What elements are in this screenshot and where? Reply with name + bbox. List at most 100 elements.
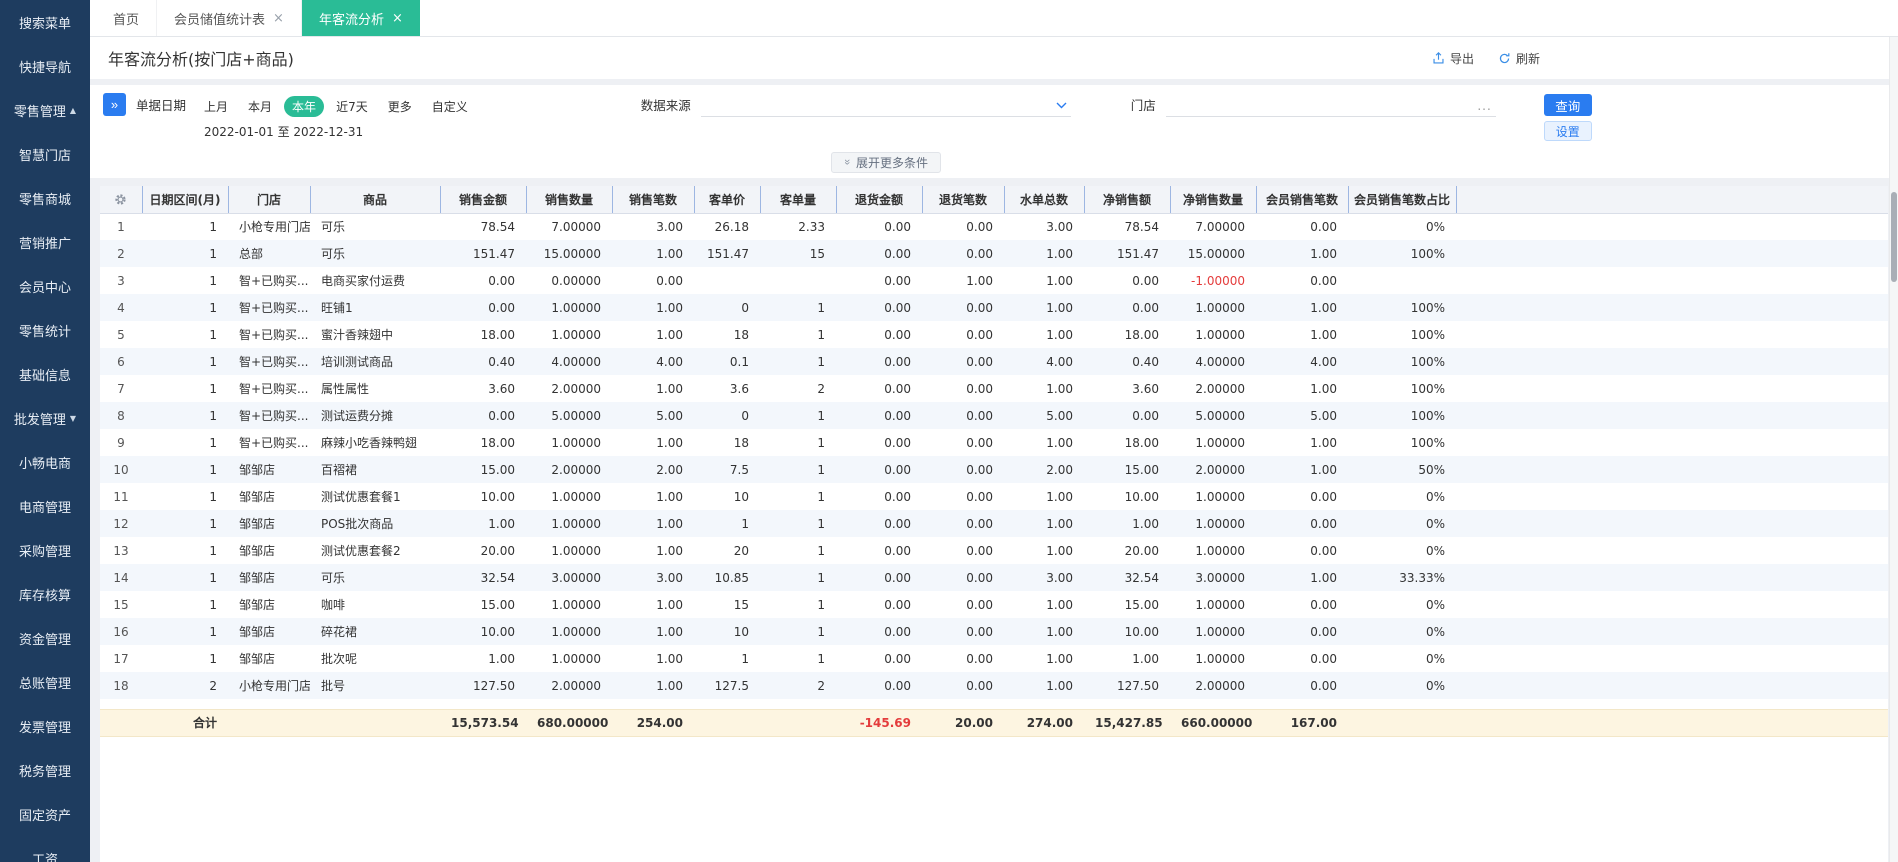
cell: 100% bbox=[1410, 354, 1445, 369]
sidebar-item[interactable]: 零售统计 bbox=[0, 308, 90, 352]
cell: 1.00 bbox=[1046, 624, 1073, 639]
cell: 邹邹店 bbox=[239, 517, 276, 531]
cell: 智+已购买... bbox=[239, 328, 309, 342]
cell: 33.33% bbox=[1399, 570, 1445, 585]
column-header[interactable]: 净销售额 bbox=[1083, 186, 1170, 214]
date-range-value[interactable]: 2022-01-01 至 2022-12-31 bbox=[204, 125, 364, 139]
scrollbar-thumb[interactable] bbox=[1891, 192, 1897, 282]
cell: 碎花裙 bbox=[321, 625, 358, 639]
column-header-filler bbox=[1455, 186, 1888, 214]
sidebar-item[interactable]: 固定资产 bbox=[0, 792, 90, 836]
sidebar-item[interactable]: 会员中心 bbox=[0, 264, 90, 308]
vertical-scrollbar[interactable] bbox=[1889, 37, 1898, 862]
sidebar-item[interactable]: 小畅电商 bbox=[0, 440, 90, 484]
table-row[interactable]: 15 1 邹邹店 咖啡 15.00 1.00000 1.00 15 1 0.00 0.00 1.00 1… bbox=[100, 591, 1888, 618]
sidebar-item[interactable]: 基础信息 bbox=[0, 352, 90, 396]
date-quick-option[interactable]: 上月 bbox=[204, 99, 229, 114]
sidebar-item[interactable]: 零售管理 ▲ bbox=[0, 88, 90, 132]
sidebar-item-label: 小畅电商 bbox=[18, 456, 71, 472]
cell: 3.00 bbox=[656, 570, 683, 585]
table-row[interactable]: 16 1 邹邹店 碎花裙 10.00 1.00000 1.00 10 1 0.00 0.00 1.00… bbox=[100, 618, 1888, 645]
table-row[interactable]: 5 1 智+已购买... 蜜汁香辣翅中 18.00 1.00000 1.00 18 1 0.00 0… bbox=[100, 321, 1888, 348]
cell: 1.00000 bbox=[551, 624, 601, 639]
cell-filler bbox=[1456, 618, 1888, 645]
column-header[interactable]: 日期区间(月) bbox=[141, 186, 228, 214]
column-header[interactable]: 水单总数 bbox=[1003, 186, 1084, 214]
date-quick-option[interactable]: 更多 bbox=[387, 99, 412, 114]
column-settings-header[interactable] bbox=[100, 186, 142, 214]
query-button[interactable]: 查询 bbox=[1543, 94, 1592, 116]
table-row[interactable]: 10 1 邹邹店 百褶裙 15.00 2.00000 2.00 7.5 1 0.00 0.00 2.0… bbox=[100, 456, 1888, 483]
table-row[interactable]: 4 1 智+已购买... 旺铺1 0.00 1.00000 1.00 0 1 0.00 0.00 1.… bbox=[100, 294, 1888, 321]
data-source-group: 数据来源 bbox=[641, 95, 1071, 117]
table-row[interactable]: 2 1 总部 可乐 151.47 15.00000 1.00 151.47 15 0.00 0.00… bbox=[100, 240, 1888, 267]
cell bbox=[760, 708, 836, 737]
column-header[interactable]: 销售金额 bbox=[439, 186, 526, 214]
sidebar-item[interactable]: 批发管理 ▼ bbox=[0, 396, 90, 440]
date-quick-option[interactable]: 自定义 bbox=[431, 99, 468, 114]
sidebar-item[interactable]: 电商管理 bbox=[0, 484, 90, 528]
column-header[interactable]: 销售数量 bbox=[525, 186, 612, 214]
close-icon[interactable]: × bbox=[273, 10, 284, 26]
table-row[interactable]: 13 1 邹邹店 测试优惠套餐2 20.00 1.00000 1.00 20 1 0.00 0.00… bbox=[100, 537, 1888, 564]
export-button[interactable]: 导出 bbox=[1432, 50, 1474, 67]
expand-more-button[interactable]: » 展开更多条件 bbox=[830, 151, 942, 173]
table-row[interactable]: 1 1 小枪专用门店 可乐 78.54 7.00000 3.00 26.18 2.33 0.00 0… bbox=[100, 213, 1888, 240]
sidebar-item[interactable]: 零售商城 bbox=[0, 176, 90, 220]
tab[interactable]: 年客流分析 × bbox=[301, 0, 420, 36]
table-row[interactable]: 6 1 智+已购买... 培训测试商品 0.40 4.00000 4.00 0.1 1 0.00 0… bbox=[100, 348, 1888, 375]
table-row[interactable]: 17 1 邹邹店 批次呢 1.00 1.00000 1.00 1 1 0.00 0.00 1.00 1.… bbox=[100, 645, 1888, 672]
column-header[interactable]: 门店 bbox=[227, 186, 310, 214]
browse-icon[interactable]: ... bbox=[1477, 98, 1492, 113]
sidebar-item[interactable]: 库存核算 bbox=[0, 572, 90, 616]
sidebar-item[interactable]: 智慧门店 bbox=[0, 132, 90, 176]
table-row[interactable]: 8 1 智+已购买... 测试运费分摊 0.00 5.00000 5.00 0 1 0.00 0.0… bbox=[100, 402, 1888, 429]
table-row[interactable]: 9 1 智+已购买... 麻辣小吃香辣鸭翅 18.00 1.00000 1.00 18 1 0.0… bbox=[100, 429, 1888, 456]
date-quick-option[interactable]: 近7天 bbox=[336, 99, 368, 114]
collapse-filter-button[interactable]: » bbox=[103, 93, 126, 116]
column-header[interactable]: 会员销售笔数 bbox=[1255, 186, 1348, 214]
cell: 1 bbox=[817, 543, 825, 558]
cell: 咖啡 bbox=[321, 598, 346, 612]
cell: 7.00000 bbox=[1195, 219, 1245, 234]
sidebar-item[interactable]: 资金管理 bbox=[0, 616, 90, 660]
table-row[interactable]: 7 1 智+已购买... 属性属性 3.60 2.00000 1.00 3.6 2 0.00 0.0… bbox=[100, 375, 1888, 402]
cell: 1.00000 bbox=[551, 327, 601, 342]
date-quick-option[interactable]: 本年 bbox=[284, 95, 325, 117]
column-header[interactable]: 退货笔数 bbox=[921, 186, 1004, 214]
sidebar-item[interactable]: 快捷导航 bbox=[0, 44, 90, 88]
table-row[interactable]: 12 1 邹邹店 POS批次商品 1.00 1.00000 1.00 1 1 0.00 0.00 1.… bbox=[100, 510, 1888, 537]
cell: 0.00 bbox=[884, 300, 911, 315]
column-header[interactable]: 客单量 bbox=[759, 186, 836, 214]
table-row[interactable]: 11 1 邹邹店 测试优惠套餐1 10.00 1.00000 1.00 10 1 0.00 0.00… bbox=[100, 483, 1888, 510]
cell: 0.00 bbox=[1310, 651, 1337, 666]
column-header[interactable]: 退货金额 bbox=[835, 186, 922, 214]
table-row[interactable]: 18 2 小枪专用门店 批号 127.50 2.00000 1.00 127.5 2 0.00 0.… bbox=[100, 672, 1888, 699]
table-total-row[interactable]: 合计 15,573.54 680.00000 254.00 -145.69 20.00 27… bbox=[100, 708, 1888, 737]
cell: 0% bbox=[1425, 624, 1445, 639]
column-header[interactable]: 销售笔数 bbox=[611, 186, 694, 214]
close-icon[interactable]: × bbox=[391, 10, 403, 26]
store-input[interactable]: ... bbox=[1165, 95, 1496, 117]
sidebar-item[interactable]: 税务管理 bbox=[0, 748, 90, 792]
table-row[interactable]: 14 1 邹邹店 可乐 32.54 3.00000 3.00 10.85 1 0.00 0.00 3.… bbox=[100, 564, 1888, 591]
sidebar-item[interactable]: 总账管理 bbox=[0, 660, 90, 704]
cell: 1.00 bbox=[1046, 381, 1073, 396]
sidebar-item[interactable]: 搜索菜单 bbox=[0, 0, 90, 44]
column-header[interactable]: 净销售数量 bbox=[1169, 186, 1256, 214]
table-row[interactable]: 3 1 智+已购买... 电商买家付运费 0.00 0.00000 0.00 0.00 1.00… bbox=[100, 267, 1888, 294]
column-header[interactable]: 商品 bbox=[309, 186, 440, 214]
settings-button[interactable]: 设置 bbox=[1543, 121, 1592, 141]
cell: 100% bbox=[1410, 381, 1445, 396]
sidebar-item[interactable]: 工资 bbox=[0, 836, 90, 862]
data-source-select[interactable] bbox=[700, 95, 1071, 117]
column-header[interactable]: 会员销售笔数占比 bbox=[1347, 186, 1456, 214]
date-quick-option[interactable]: 本月 bbox=[248, 99, 273, 114]
refresh-button[interactable]: 刷新 bbox=[1498, 50, 1540, 67]
sidebar-item[interactable]: 发票管理 bbox=[0, 704, 90, 748]
tab[interactable]: 首页 bbox=[96, 0, 158, 36]
column-header[interactable]: 客单价 bbox=[693, 186, 760, 214]
tab[interactable]: 会员储值统计表 × bbox=[157, 0, 302, 36]
sidebar-item[interactable]: 营销推广 bbox=[0, 220, 90, 264]
sidebar-item[interactable]: 采购管理 bbox=[0, 528, 90, 572]
